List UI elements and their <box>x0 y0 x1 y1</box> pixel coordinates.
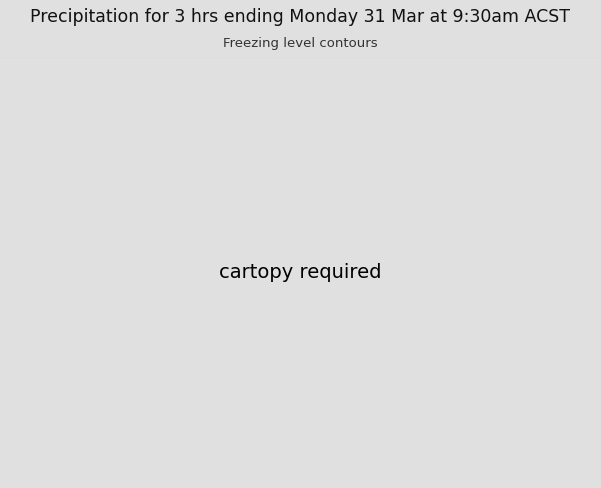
Text: cartopy required: cartopy required <box>219 264 382 282</box>
Text: Freezing level contours: Freezing level contours <box>223 37 378 50</box>
Text: Precipitation for 3 hrs ending Monday 31 Mar at 9:30am ACST: Precipitation for 3 hrs ending Monday 31… <box>31 8 570 26</box>
